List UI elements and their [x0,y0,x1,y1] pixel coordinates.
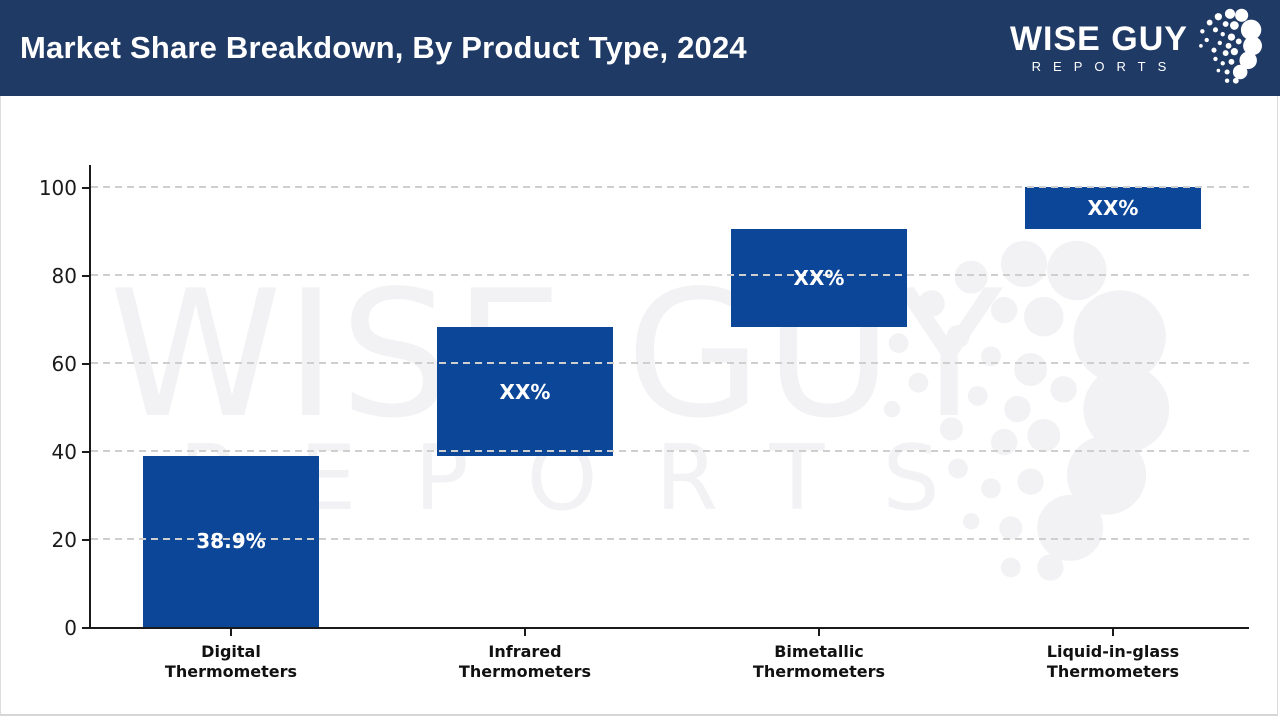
bar-value-label-bimetallic-thermometers: XX% [793,266,845,291]
bar-digital-thermometers [143,455,319,627]
y-tick [82,539,89,541]
gridline-100 [91,186,1249,188]
brand-logo: WISE GUY REPORTS [1010,8,1268,88]
y-tick-label: 80 [51,264,77,288]
y-tick-label: 20 [51,528,77,552]
dotted-head-icon [1192,8,1268,88]
y-tick-label: 0 [64,616,77,640]
x-axis-label-digital-thermometers: Digital Thermometers [164,642,298,681]
x-axis-label-liquid-in-glass-thermometers: Liquid-in-glass Thermometers [1046,642,1180,681]
bar-liquid-in-glass-thermometers [1025,187,1201,230]
x-axis [89,627,1249,629]
brand-name: WISE GUY [1009,19,1188,58]
y-tick [82,451,89,453]
bar-value-label-digital-thermometers: 38.9% [196,529,266,554]
y-tick-label: 100 [38,176,77,200]
gridline-60 [91,362,1249,364]
bar-value-label-liquid-in-glass-thermometers: XX% [1087,196,1139,221]
x-axis-label-infrared-thermometers: Infrared Thermometers [458,642,592,681]
y-axis [89,165,91,629]
gridline-40 [91,450,1249,452]
gridline-80 [91,274,1249,276]
y-tick-label: 60 [51,352,77,376]
y-tick-label: 40 [51,440,77,464]
x-tick [1112,629,1114,636]
bar-value-label-infrared-thermometers: XX% [499,379,551,404]
gridline-20 [91,538,1249,540]
x-axis-label-bimetallic-thermometers: Bimetallic Thermometers [752,642,886,681]
page-title: Market Share Breakdown, By Product Type,… [20,30,747,65]
bar-bimetallic-thermometers [731,229,907,328]
x-tick [818,629,820,636]
x-tick [524,629,526,636]
bar-infrared-thermometers [437,327,613,456]
y-tick [82,187,89,189]
brand-logo-text: WISE GUY REPORTS [1009,19,1188,75]
y-tick [82,627,89,629]
brand-subtitle: REPORTS [1031,59,1179,75]
chart-area: WISE GUY REPORTS 0 20 40 60 80 100 38.9% Digita… [0,96,1278,716]
y-tick [82,275,89,277]
y-tick [82,363,89,365]
title-bar: Market Share Breakdown, By Product Type,… [0,0,1280,96]
x-tick [230,629,232,636]
